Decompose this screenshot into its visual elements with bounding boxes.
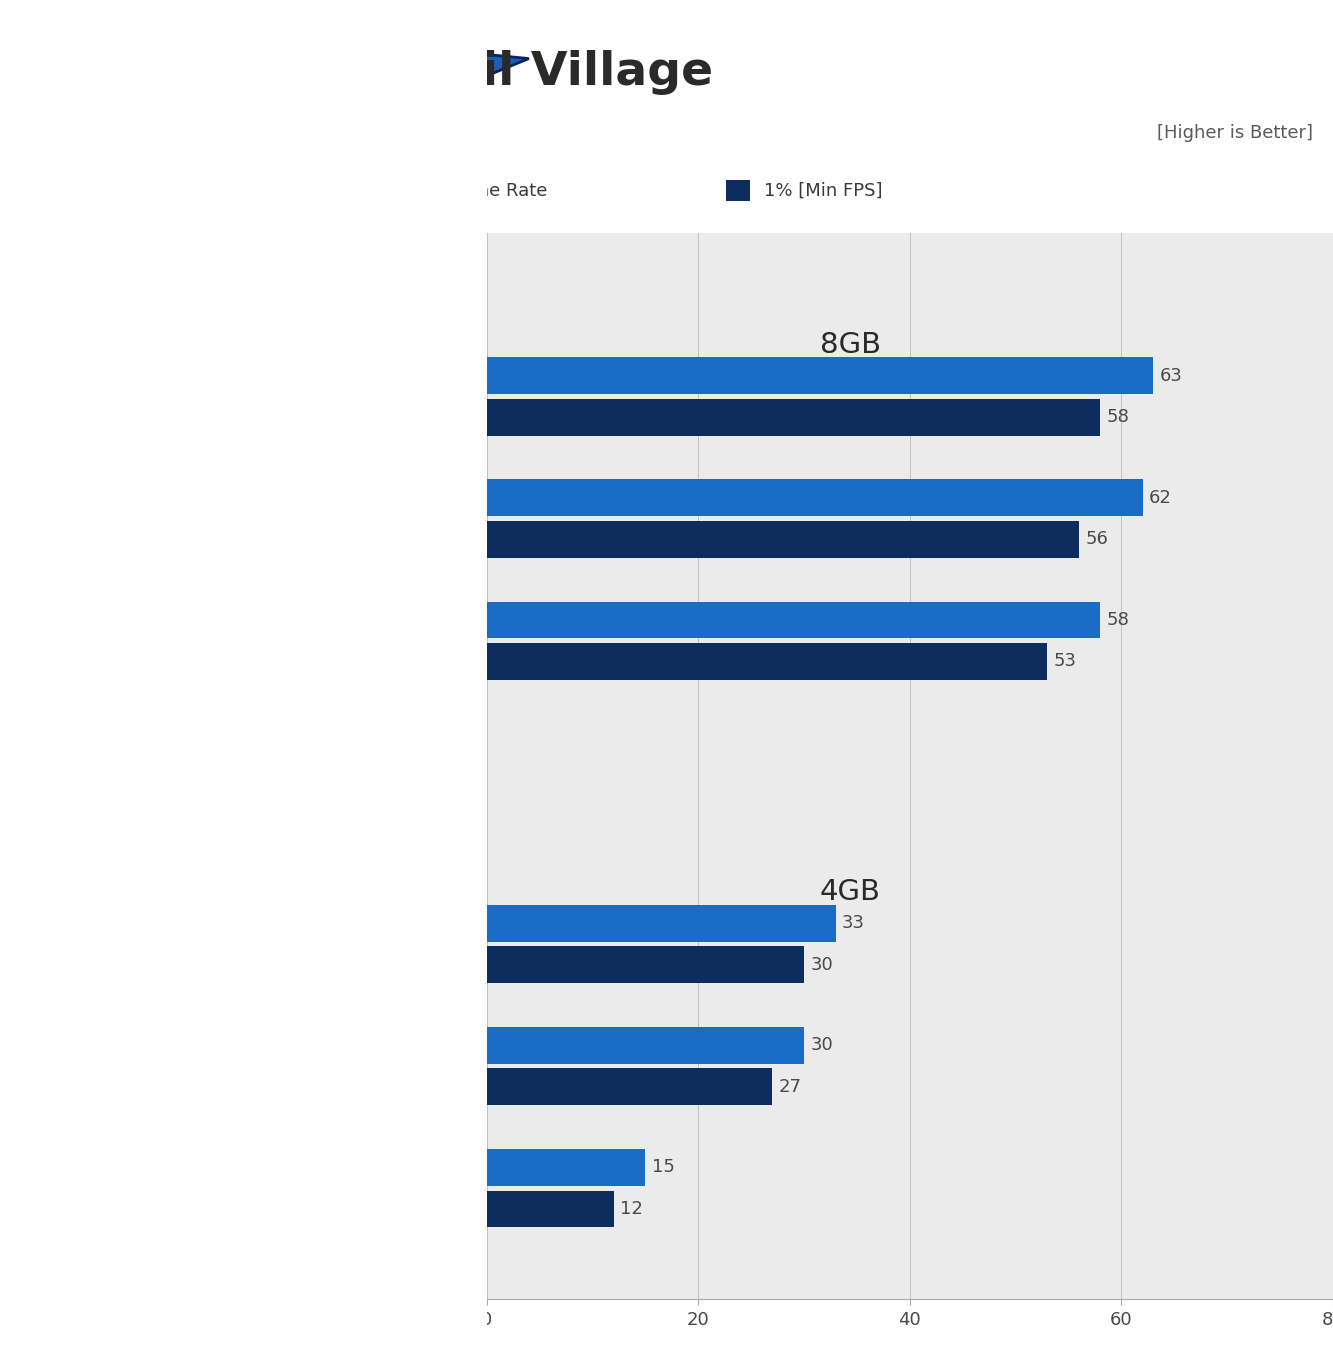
Polygon shape [0, 37, 377, 111]
Text: Resident Evil Village: Resident Evil Village [167, 50, 713, 95]
Text: 30: 30 [810, 955, 833, 974]
Text: 56: 56 [1085, 530, 1108, 548]
Text: 62: 62 [1149, 488, 1172, 507]
Bar [487, 946, 804, 984]
Text: 4GB: 4GB [820, 878, 881, 907]
FancyBboxPatch shape [0, 0, 487, 1353]
Text: 58: 58 [1106, 409, 1129, 426]
Text: 33: 33 [842, 915, 865, 932]
Bar [487, 1069, 772, 1105]
Bar [327, 180, 351, 202]
Polygon shape [0, 49, 339, 107]
Text: [Higher is Better]: [Higher is Better] [1157, 124, 1313, 142]
Text: 12: 12 [620, 1200, 643, 1218]
Text: Average Frame Rate: Average Frame Rate [364, 181, 548, 200]
Text: 1440p, Balanced Quality: 1440p, Balanced Quality [167, 124, 457, 149]
Bar [726, 180, 750, 202]
Text: 63: 63 [1160, 367, 1182, 384]
Text: 58: 58 [1106, 612, 1129, 629]
Polygon shape [0, 16, 529, 129]
Bar [487, 905, 836, 942]
Bar [487, 357, 1153, 394]
Bar [487, 479, 1142, 517]
Text: 27: 27 [778, 1078, 801, 1096]
Bar [487, 1191, 613, 1227]
Bar [487, 521, 1080, 557]
Text: 15: 15 [652, 1158, 674, 1177]
Text: 8GB: 8GB [820, 330, 881, 359]
Bar [487, 643, 1048, 681]
Text: 30: 30 [810, 1036, 833, 1054]
Bar [487, 1149, 645, 1187]
Bar [487, 1027, 804, 1063]
Text: 1% [Min FPS]: 1% [Min FPS] [764, 181, 882, 200]
Text: 53: 53 [1053, 652, 1077, 671]
Bar [487, 399, 1100, 436]
Bar [487, 602, 1100, 639]
